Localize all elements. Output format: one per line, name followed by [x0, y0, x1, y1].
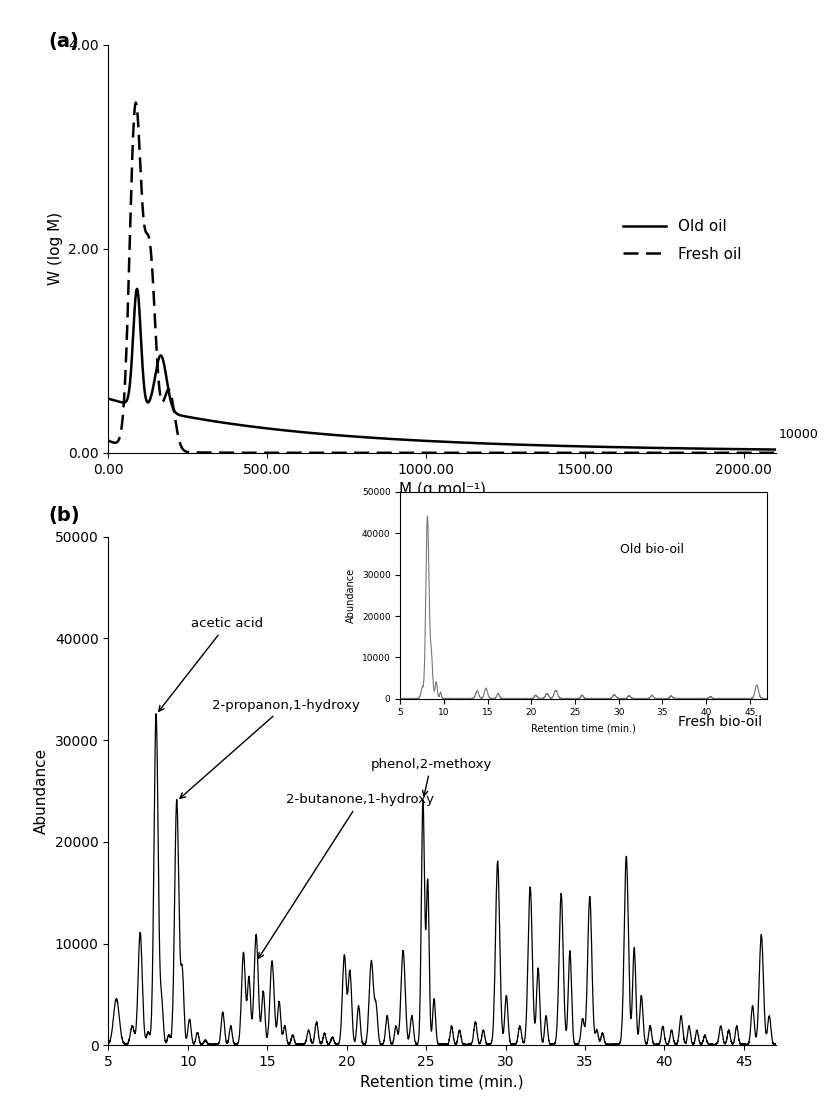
Old oil	[137, 351, 147, 364]
Text: phenol,2-methoxy: phenol,2-methoxy	[370, 758, 492, 796]
Text: (a): (a)	[48, 32, 79, 51]
Fresh oil	[498, 446, 508, 459]
Fresh oil	[137, 191, 147, 205]
Fresh oil	[598, 446, 608, 459]
Fresh oil	[527, 446, 537, 459]
Fresh oil	[345, 446, 355, 459]
Fresh oil	[131, 96, 141, 110]
Text: Fresh bio-oil: Fresh bio-oil	[678, 716, 762, 729]
Old oil	[132, 282, 142, 295]
Text: 10000: 10000	[779, 427, 819, 440]
X-axis label: M (g.mol⁻¹): M (g.mol⁻¹)	[399, 482, 485, 498]
Text: 2-butanone,1-hydroxy: 2-butanone,1-hydroxy	[259, 794, 435, 958]
Legend: Old oil, Fresh oil: Old oil, Fresh oil	[617, 214, 748, 268]
Line: Old oil: Old oil	[108, 288, 776, 449]
Old oil	[771, 443, 781, 456]
Fresh oil	[103, 434, 113, 447]
Fresh oil	[771, 446, 781, 459]
Y-axis label: W (log M): W (log M)	[48, 212, 63, 285]
Text: (b): (b)	[48, 506, 80, 525]
Y-axis label: Abundance: Abundance	[34, 748, 49, 834]
X-axis label: Retention time (min.): Retention time (min.)	[531, 723, 636, 733]
Old oil	[345, 429, 355, 443]
Old oil	[634, 440, 644, 454]
Old oil	[598, 440, 608, 454]
Y-axis label: Abundance: Abundance	[346, 568, 356, 623]
Old oil	[527, 438, 537, 452]
Old oil	[498, 437, 508, 451]
Text: Old bio-oil: Old bio-oil	[620, 543, 685, 557]
Text: 2-propanon,1-hydroxy: 2-propanon,1-hydroxy	[180, 699, 359, 798]
Text: acetic acid: acetic acid	[158, 617, 264, 711]
Line: Fresh oil: Fresh oil	[108, 103, 776, 453]
Old oil	[103, 392, 113, 406]
X-axis label: Retention time (min.): Retention time (min.)	[360, 1074, 524, 1090]
Fresh oil	[634, 446, 644, 459]
